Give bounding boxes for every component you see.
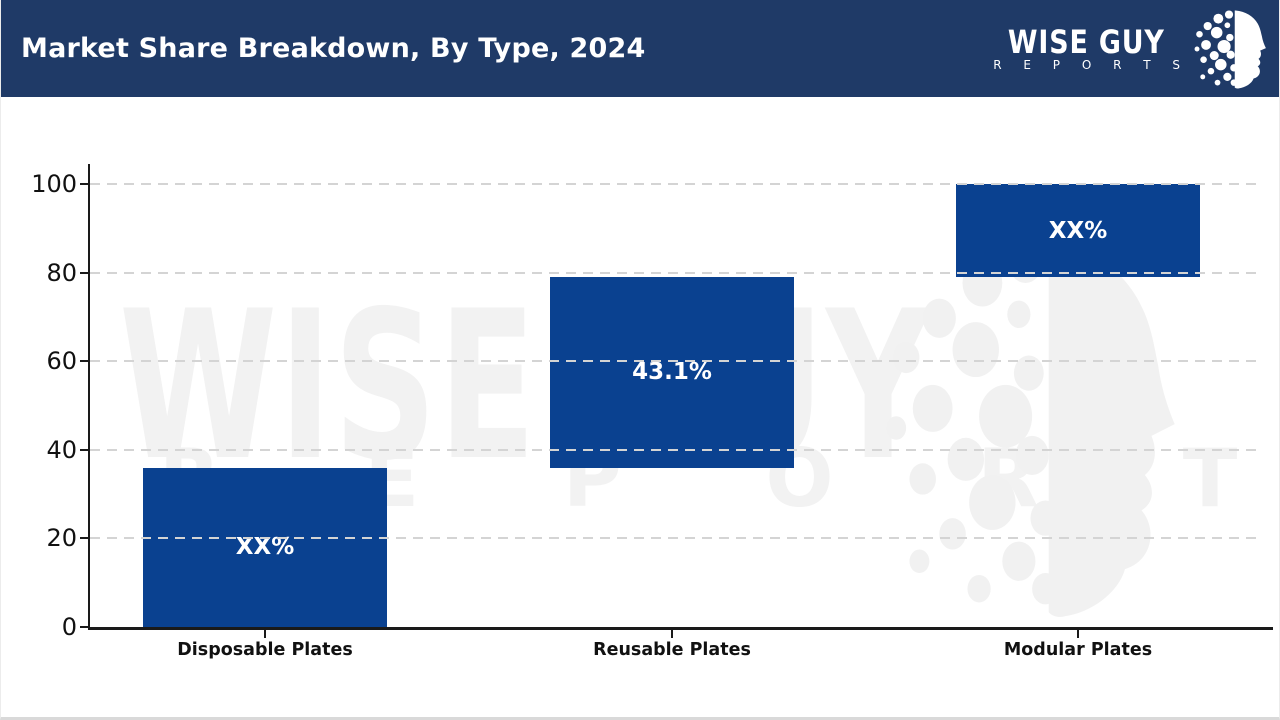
logo-text: WISE GUY R E P O R T S	[984, 22, 1189, 73]
y-tick-label-100: 100	[31, 170, 77, 198]
x-axis-line	[88, 627, 1273, 630]
face-profile-icon	[1194, 9, 1266, 89]
y-tick-label-40: 40	[46, 435, 77, 464]
bar-value-label: 43.1%	[632, 359, 712, 386]
y-tick-mark	[80, 183, 89, 185]
y-axis-line	[88, 164, 90, 630]
y-tick-label-0: 0	[61, 613, 77, 641]
x-tick-mark	[1077, 630, 1079, 638]
page-title: Market Share Breakdown, By Type, 2024	[21, 33, 646, 64]
gridline-40	[90, 448, 1259, 451]
bar-value-label: XX%	[235, 534, 295, 561]
y-tick-label-80: 80	[46, 258, 77, 287]
wise-guy-logo: WISE GUY R E P O R T S	[984, 8, 1267, 90]
y-tick-mark	[80, 448, 89, 451]
y-tick-mark	[80, 360, 89, 363]
x-category-label: Reusable Plates	[593, 640, 751, 660]
gridline-20	[90, 537, 1259, 540]
bar-reusable-plates: 43.1%	[550, 277, 794, 468]
y-tick-mark	[80, 626, 89, 628]
watermark-wiseguy-text: WISE GUY	[119, 268, 932, 506]
y-tick-label-60: 60	[46, 347, 77, 376]
y-tick-label-20: 20	[46, 524, 77, 553]
bar-disposable-plates: XX%	[143, 467, 387, 627]
bar-value-label: XX%	[1048, 217, 1108, 244]
gridline-100	[90, 183, 1259, 185]
header-bar: Market Share Breakdown, By Type, 2024 WI…	[1, 0, 1279, 97]
y-tick-mark	[80, 271, 89, 274]
gridline-60	[90, 360, 1259, 363]
x-category-label: Disposable Plates	[177, 640, 353, 660]
gridline-80	[90, 271, 1259, 274]
x-tick-mark	[264, 630, 266, 638]
logo-name: WISE GUY	[1008, 22, 1166, 61]
y-tick-mark	[80, 537, 89, 540]
x-category-label: Modular Plates	[1003, 640, 1153, 660]
x-tick-mark	[671, 630, 673, 638]
watermark-face-icon	[886, 243, 1175, 617]
bar-modular-plates: XX%	[956, 184, 1200, 278]
logo-subtitle: R E P O R T S	[993, 58, 1189, 73]
